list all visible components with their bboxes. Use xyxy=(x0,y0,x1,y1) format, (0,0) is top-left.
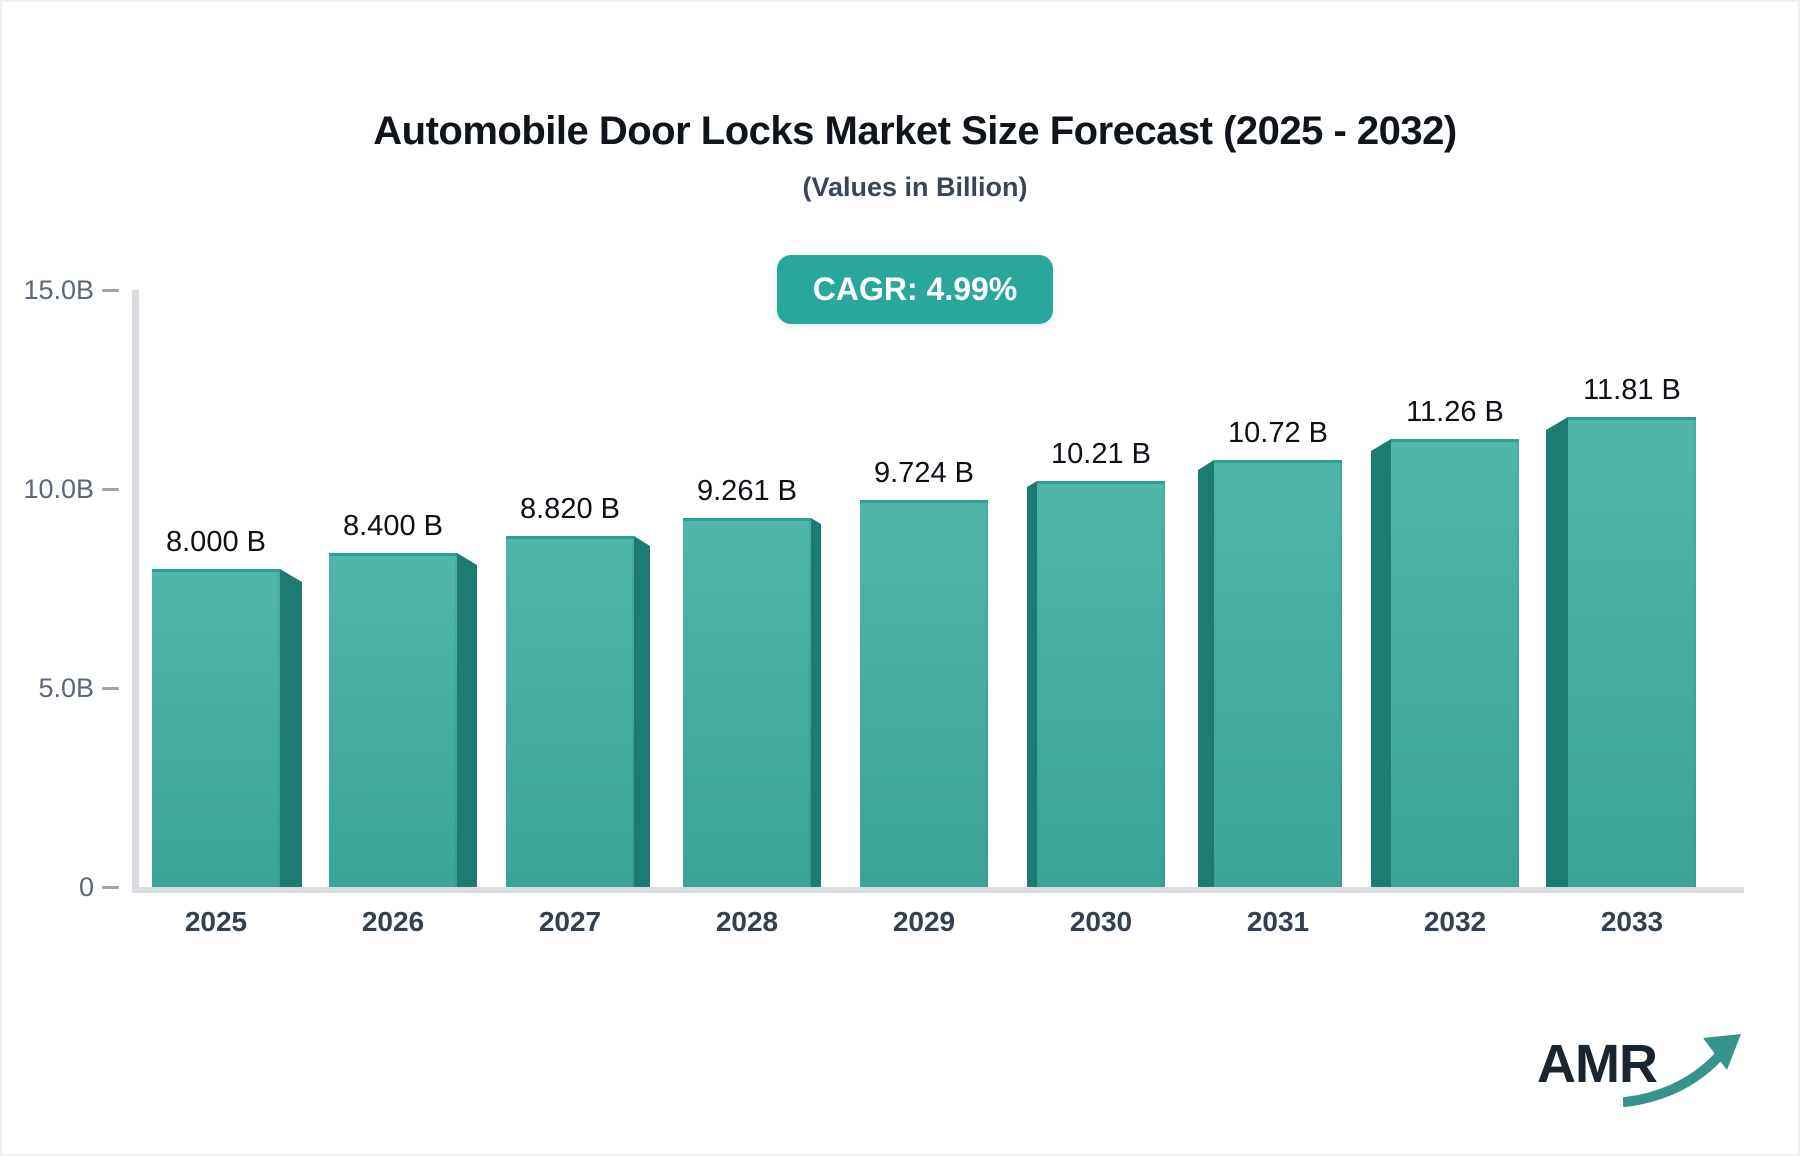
bar-side-face xyxy=(634,536,650,887)
y-tick-label: 5.0B xyxy=(38,673,94,703)
bar-side-face xyxy=(1027,481,1037,887)
bar-side-face xyxy=(280,569,302,887)
x-tick-label: 2032 xyxy=(1423,906,1487,937)
y-tick-dash xyxy=(102,488,119,491)
y-tick-label: 15.0B xyxy=(23,275,94,305)
bar-side-face xyxy=(811,518,821,887)
bar-value-label: 10.21 B xyxy=(1051,438,1151,470)
bar xyxy=(683,518,811,887)
amr-logo-text: AMR xyxy=(1537,1034,1658,1094)
x-tick-label: 2029 xyxy=(892,906,956,937)
bar-value-label: 9.261 B xyxy=(697,475,797,507)
x-tick-label: 2026 xyxy=(361,906,425,937)
y-tick-label: 0 xyxy=(78,872,94,902)
bar xyxy=(1037,481,1165,887)
x-tick-label: 2031 xyxy=(1246,906,1310,937)
y-tick-label: 10.0B xyxy=(23,474,94,504)
x-baseline xyxy=(132,887,1744,893)
y-tick-dash xyxy=(102,687,119,690)
chart-subtitle: (Values in Billion) xyxy=(802,172,1028,202)
y-axis-line xyxy=(132,290,139,893)
bar xyxy=(1391,439,1519,887)
bar-value-label: 8.820 B xyxy=(520,493,620,525)
bar xyxy=(329,553,457,887)
bar xyxy=(1568,417,1696,887)
bar-value-label: 8.400 B xyxy=(343,510,443,542)
bar-side-face xyxy=(1371,439,1391,887)
chart-title: Automobile Door Locks Market Size Foreca… xyxy=(373,109,1457,153)
bar xyxy=(506,536,634,887)
bar xyxy=(860,500,988,887)
x-tick-label: 2025 xyxy=(184,906,248,937)
bar xyxy=(152,569,280,887)
cagr-badge: CAGR: 4.99% xyxy=(776,255,1054,324)
amr-logo-arrow-icon xyxy=(1623,1034,1741,1107)
x-tick-label: 2027 xyxy=(538,906,602,937)
cagr-badge-wrap: CAGR: 4.99% xyxy=(32,255,1798,324)
y-tick-dash xyxy=(102,886,119,889)
bar-value-label: 11.81 B xyxy=(1583,374,1681,406)
bar-value-label: 11.26 B xyxy=(1406,396,1504,428)
x-tick-label: 2028 xyxy=(715,906,779,937)
bar xyxy=(1214,460,1342,887)
bar-value-label: 10.72 B xyxy=(1228,417,1328,449)
bar-value-label: 8.000 B xyxy=(166,526,266,558)
bar-side-face xyxy=(1198,460,1214,887)
x-tick-label: 2030 xyxy=(1069,906,1133,937)
y-tick-dash xyxy=(102,289,119,292)
x-tick-label: 2033 xyxy=(1600,906,1664,937)
bar-side-face xyxy=(1546,417,1568,887)
bar-side-face xyxy=(457,553,477,887)
amr-logo: AMR xyxy=(1537,1034,1741,1124)
bar-value-label: 9.724 B xyxy=(874,457,974,489)
